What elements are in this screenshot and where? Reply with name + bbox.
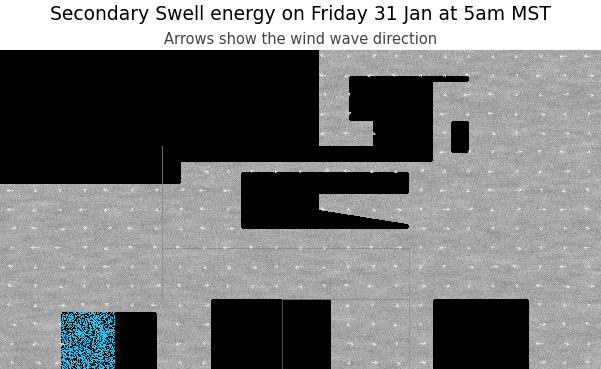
Text: Secondary Swell energy on Friday 31 Jan at 5am MST: Secondary Swell energy on Friday 31 Jan … bbox=[50, 4, 551, 24]
Text: Arrows show the wind wave direction: Arrows show the wind wave direction bbox=[164, 31, 437, 46]
